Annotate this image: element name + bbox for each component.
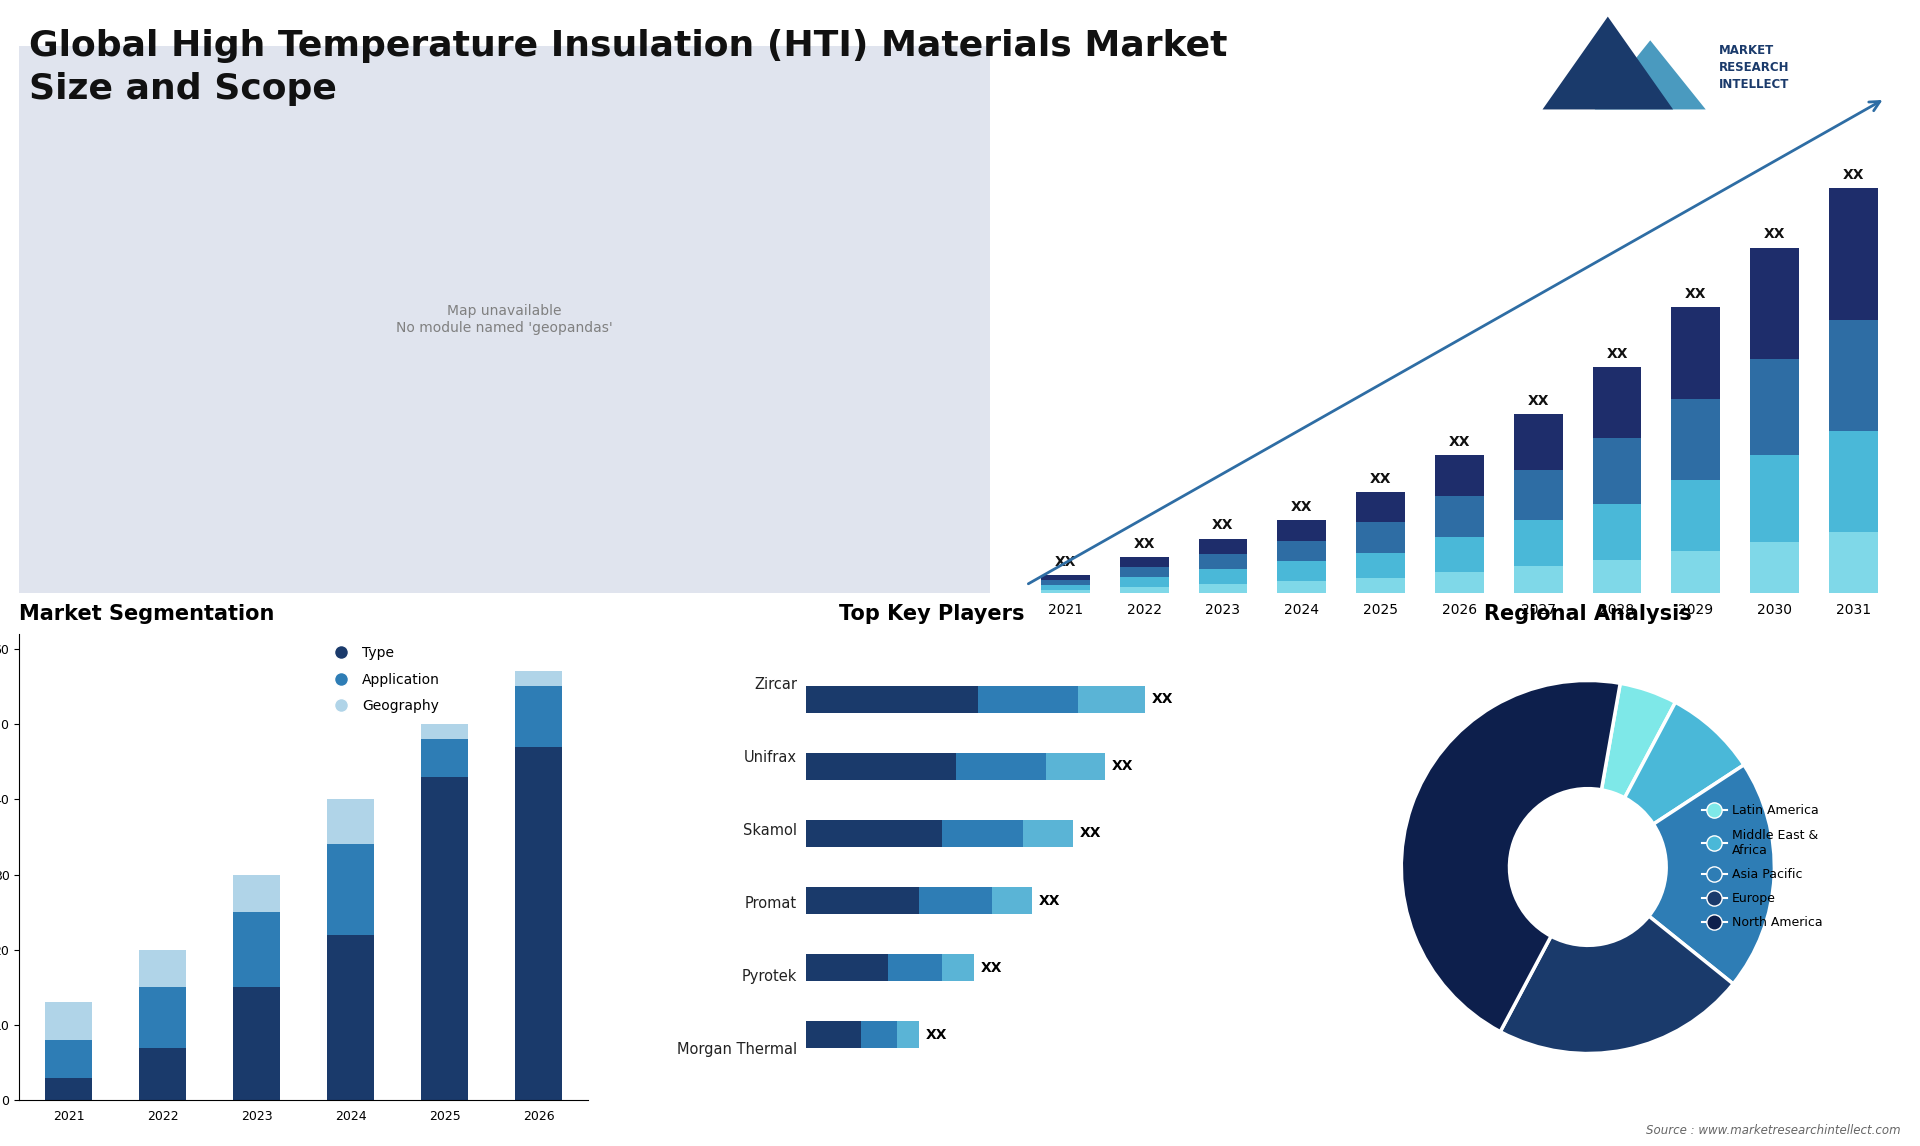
Bar bbox=[1434, 536, 1484, 572]
Text: XX: XX bbox=[1528, 394, 1549, 408]
Title: Regional Analysis: Regional Analysis bbox=[1484, 604, 1692, 623]
Wedge shape bbox=[1624, 702, 1743, 824]
Bar bbox=[1277, 541, 1327, 560]
Bar bbox=[1751, 248, 1799, 359]
Bar bbox=[1513, 470, 1563, 520]
Text: Unifrax: Unifrax bbox=[743, 751, 797, 766]
Bar bbox=[1277, 560, 1327, 581]
Wedge shape bbox=[1601, 683, 1676, 798]
Text: XX: XX bbox=[1212, 518, 1235, 533]
Bar bbox=[515, 672, 563, 686]
Bar bbox=[515, 686, 563, 747]
Bar bbox=[1041, 575, 1091, 580]
Bar bbox=[1830, 320, 1878, 431]
Bar bbox=[1830, 533, 1878, 594]
Bar bbox=[1198, 568, 1248, 584]
Text: XX: XX bbox=[1607, 347, 1628, 361]
Bar bbox=[420, 724, 468, 739]
Bar bbox=[1592, 560, 1642, 594]
Bar bbox=[1119, 567, 1169, 578]
Title: Top Key Players: Top Key Players bbox=[839, 604, 1023, 623]
Text: XX: XX bbox=[1843, 167, 1864, 182]
Bar bbox=[232, 912, 280, 988]
Polygon shape bbox=[1542, 16, 1672, 109]
Text: MARKET
RESEARCH
INTELLECT: MARKET RESEARCH INTELLECT bbox=[1718, 45, 1789, 92]
Legend: Type, Application, Geography: Type, Application, Geography bbox=[323, 641, 445, 719]
Bar bbox=[1119, 587, 1169, 594]
Bar bbox=[1592, 367, 1642, 438]
Text: Morgan Thermal: Morgan Thermal bbox=[678, 1042, 797, 1057]
Text: XX: XX bbox=[1369, 472, 1392, 486]
Text: XX: XX bbox=[1133, 536, 1156, 551]
Bar bbox=[420, 777, 468, 1100]
Wedge shape bbox=[1402, 681, 1620, 1031]
Bar bbox=[1751, 542, 1799, 594]
Bar bbox=[326, 845, 374, 935]
Bar bbox=[1513, 520, 1563, 566]
Bar bbox=[1513, 566, 1563, 594]
Bar bbox=[1434, 455, 1484, 496]
Text: Market Segmentation: Market Segmentation bbox=[19, 604, 275, 623]
Text: XX: XX bbox=[1054, 555, 1075, 568]
Bar bbox=[232, 874, 280, 912]
Bar bbox=[1041, 590, 1091, 594]
Bar bbox=[138, 950, 186, 988]
Bar bbox=[326, 799, 374, 845]
Text: Skamol: Skamol bbox=[743, 823, 797, 838]
Bar bbox=[44, 1003, 92, 1039]
Text: Source : www.marketresearchintellect.com: Source : www.marketresearchintellect.com bbox=[1645, 1124, 1901, 1137]
Bar bbox=[1041, 586, 1091, 590]
Bar bbox=[1830, 188, 1878, 320]
Bar bbox=[420, 739, 468, 777]
Text: XX: XX bbox=[1686, 288, 1707, 301]
Text: Map unavailable
No module named 'geopandas': Map unavailable No module named 'geopand… bbox=[396, 305, 612, 335]
Text: Zircar: Zircar bbox=[755, 677, 797, 692]
Bar bbox=[326, 935, 374, 1100]
Bar bbox=[1356, 523, 1405, 552]
Bar bbox=[1830, 431, 1878, 533]
Bar bbox=[1672, 480, 1720, 551]
Bar bbox=[1041, 580, 1091, 586]
Text: Promat: Promat bbox=[745, 896, 797, 911]
Bar bbox=[1356, 578, 1405, 594]
Bar bbox=[138, 1047, 186, 1100]
Bar bbox=[1277, 520, 1327, 541]
Bar bbox=[232, 988, 280, 1100]
Bar bbox=[44, 1039, 92, 1077]
Text: XX: XX bbox=[1764, 228, 1786, 242]
Bar bbox=[1198, 584, 1248, 594]
Bar bbox=[1592, 504, 1642, 560]
Bar bbox=[1356, 492, 1405, 523]
Bar bbox=[1672, 307, 1720, 399]
Bar bbox=[1119, 557, 1169, 567]
Bar bbox=[138, 988, 186, 1047]
Text: Global High Temperature Insulation (HTI) Materials Market
Size and Scope: Global High Temperature Insulation (HTI)… bbox=[29, 29, 1227, 107]
Bar bbox=[1672, 551, 1720, 594]
Wedge shape bbox=[1500, 916, 1734, 1053]
Bar bbox=[1513, 414, 1563, 470]
Bar bbox=[1592, 438, 1642, 504]
Wedge shape bbox=[1649, 764, 1774, 984]
Bar bbox=[44, 1077, 92, 1100]
Bar bbox=[1434, 496, 1484, 536]
Bar bbox=[1198, 554, 1248, 568]
Text: Pyrotek: Pyrotek bbox=[741, 968, 797, 983]
Bar bbox=[1198, 539, 1248, 554]
Legend: Latin America, Middle East &
Africa, Asia Pacific, Europe, North America: Latin America, Middle East & Africa, Asi… bbox=[1697, 800, 1828, 934]
Bar bbox=[1356, 552, 1405, 578]
Bar bbox=[1751, 455, 1799, 542]
Bar bbox=[1119, 578, 1169, 587]
Bar bbox=[1277, 581, 1327, 594]
Bar bbox=[1434, 572, 1484, 594]
Bar bbox=[1672, 399, 1720, 480]
Text: XX: XX bbox=[1290, 500, 1313, 515]
Text: XX: XX bbox=[1450, 435, 1471, 449]
Bar bbox=[1751, 359, 1799, 455]
Polygon shape bbox=[1596, 40, 1705, 109]
Bar bbox=[515, 747, 563, 1100]
